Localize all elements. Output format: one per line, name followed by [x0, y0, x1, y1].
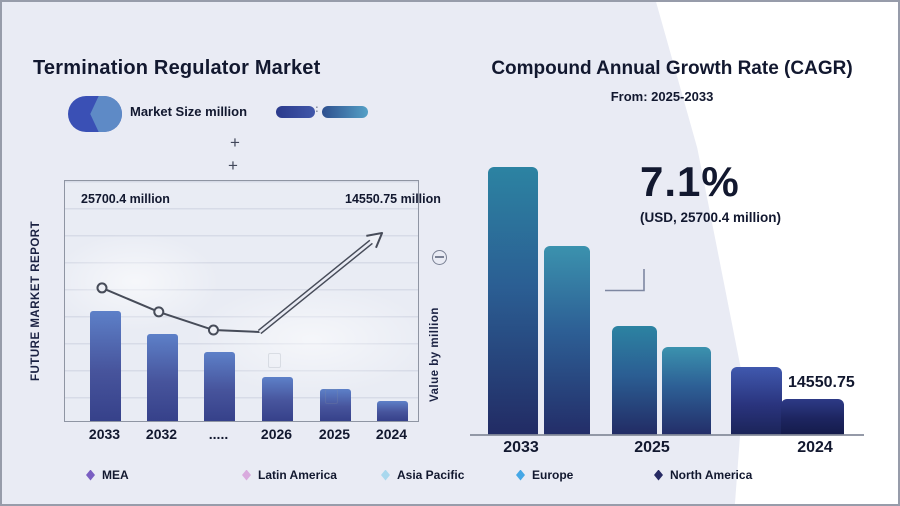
pill-separator: : [315, 103, 319, 115]
plus-decor-icon: + [228, 156, 238, 175]
value-axis-label: Value by million [429, 307, 441, 403]
left-x-label: ..... [208, 426, 229, 442]
pill-chevron-highlight [90, 96, 122, 132]
mini-pill-icon [276, 106, 315, 118]
left-x-label: 2024 [375, 426, 408, 442]
cagr-value: 7.1% [640, 158, 740, 205]
legend-label: Asia Pacific [397, 468, 465, 482]
plus-decor-icon: + [230, 133, 240, 152]
cagr-bar [781, 399, 844, 435]
note-watermark-icon [268, 353, 281, 368]
legend-label: Latin America [258, 468, 337, 482]
market-size-bar [377, 401, 408, 421]
cagr-bar [612, 326, 657, 435]
cagr-subtitle: From: 2025-2033 [610, 89, 714, 104]
left-x-label: 2032 [145, 426, 178, 442]
market-size-chart: 25700.4 million 14550.75 million [64, 180, 441, 422]
left-x-label: 2033 [88, 426, 121, 442]
legend-label: MEA [102, 468, 129, 482]
cagr-bar [488, 167, 538, 435]
diamond-icon [381, 469, 390, 481]
cagr-bar [544, 246, 590, 435]
chart-topleft-value: 25700.4 million [81, 192, 170, 206]
market-size-bar [262, 377, 293, 421]
mini-pill-gradient-icon [322, 106, 368, 118]
market-size-label: Market Size million [130, 104, 248, 119]
market-size-bar [147, 334, 178, 421]
chart-topright-value: 14550.75 million [345, 192, 441, 206]
right-x-label: 2025 [634, 439, 670, 456]
cagr-title: Compound Annual Growth Rate (CAGR) [491, 58, 853, 79]
note-watermark-icon [325, 389, 338, 404]
diamond-icon [242, 469, 251, 481]
cagr-bar [662, 347, 711, 435]
diamond-icon [654, 469, 663, 481]
left-x-label: 2026 [260, 426, 293, 442]
left-x-axis-labels: 2033 2032..... 2026 2025 2024 [64, 426, 419, 444]
callout-value: 14550.75 [788, 374, 855, 391]
right-x-label: 2033 [503, 439, 539, 456]
pill-chevron-icon [68, 96, 122, 132]
cagr-bar [731, 367, 782, 435]
market-size-bar [320, 389, 351, 421]
step-bracket-line [605, 269, 645, 292]
market-size-bar [204, 352, 235, 421]
legend-item: Latin America [242, 468, 337, 482]
legend-item: MEA [86, 468, 129, 482]
legend-label: Europe [532, 468, 574, 482]
future-market-report-watermark: FUTURE MARKET REPORT [30, 220, 42, 382]
legend-label: North America [670, 468, 753, 482]
legend-item: Europe [516, 468, 573, 482]
left-x-label: 2025 [318, 426, 351, 442]
page-title: Termination Regulator Market [33, 57, 321, 79]
market-size-bar [90, 311, 121, 421]
legend-item: Asia Pacific [381, 468, 464, 482]
cagr-caption: (USD, 25700.4 million) [640, 210, 782, 225]
diamond-icon [516, 469, 525, 481]
diamond-icon [86, 469, 95, 481]
legend-item: North America [654, 468, 752, 482]
circle-minus-icon [432, 250, 447, 265]
right-x-label: 2024 [797, 439, 833, 456]
